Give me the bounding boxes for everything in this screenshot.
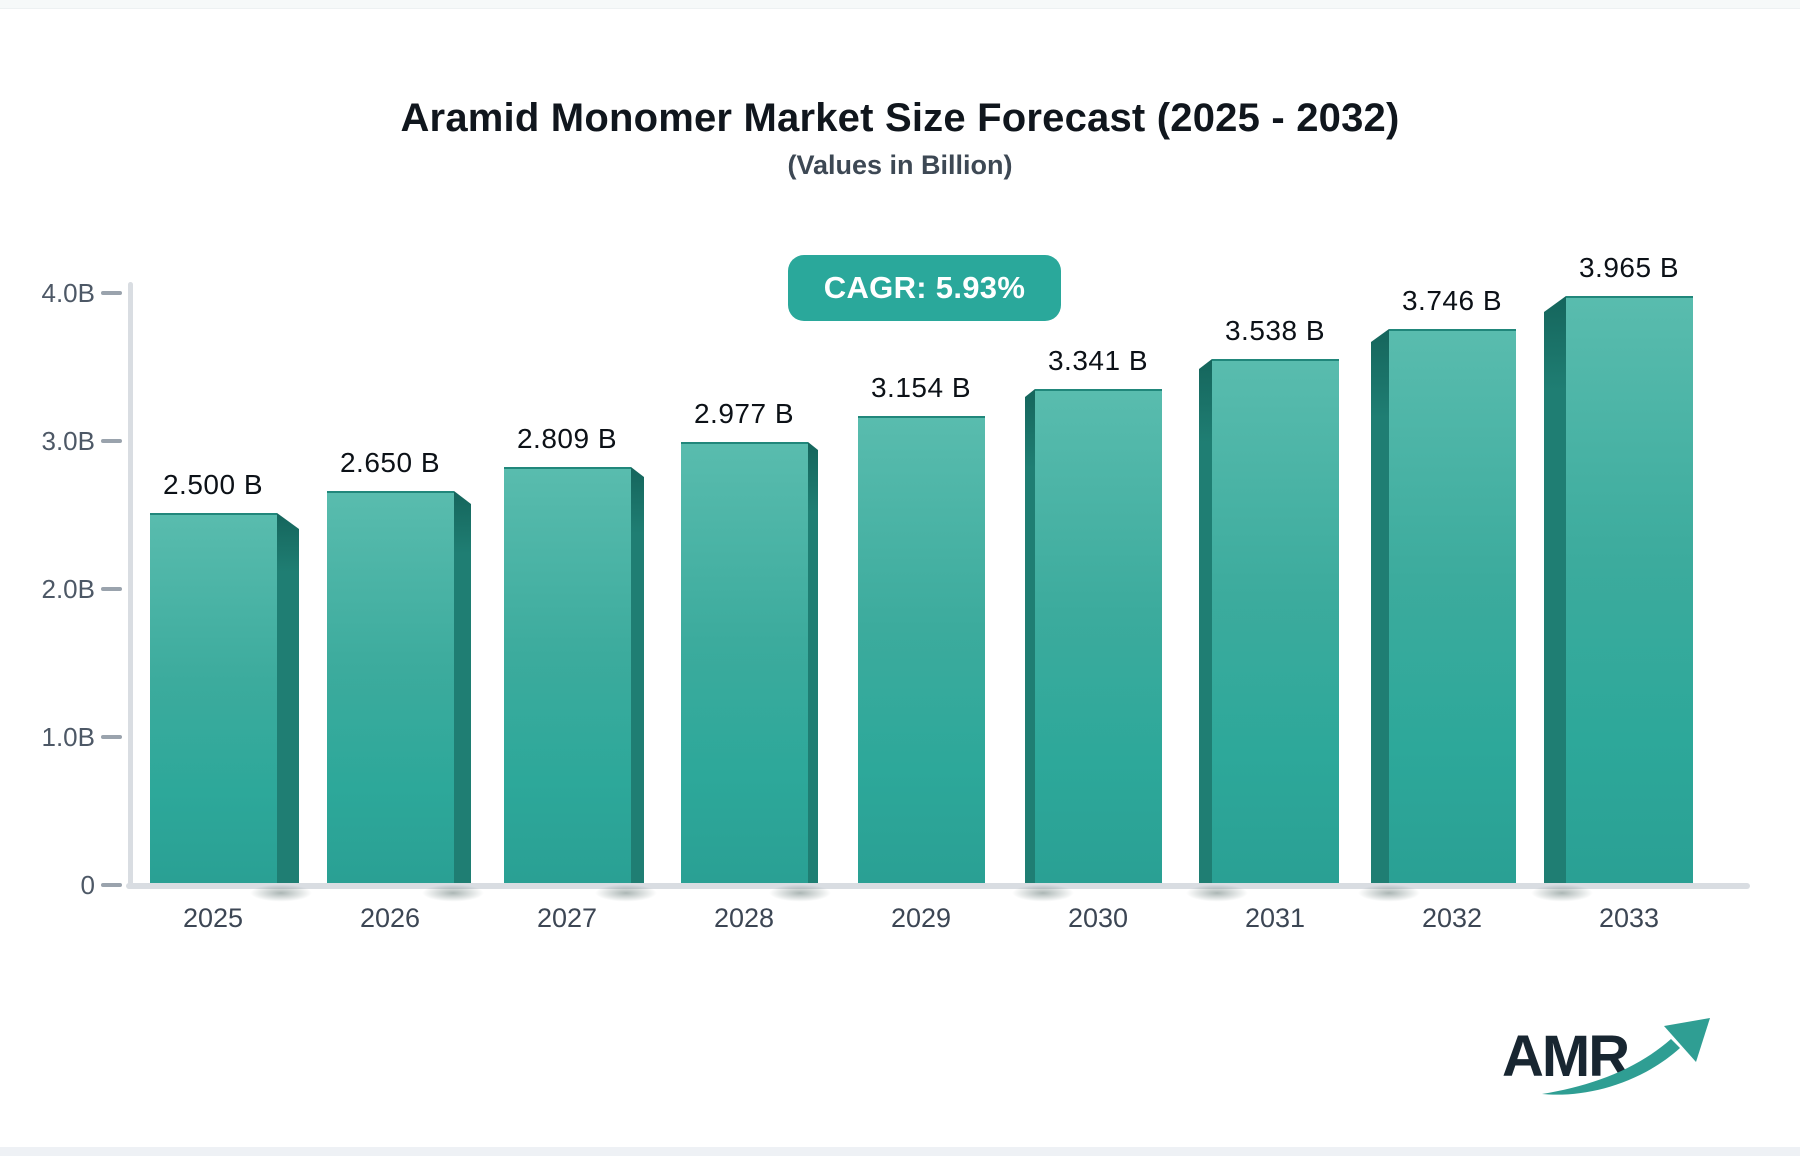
x-axis-label: 2031 [1244,903,1306,933]
y-axis-tick [101,883,122,887]
bar-side-face [454,491,471,883]
bar [150,513,277,883]
bar [858,416,985,883]
growth-arrow-icon [1542,1018,1710,1095]
bar-value-label: 3.538 B [1224,315,1326,346]
bar [327,491,454,883]
x-axis-label: 2030 [1067,903,1129,933]
bar-value-label: 3.154 B [870,372,972,403]
x-axis-label: 2025 [182,903,244,933]
bar-shadow [1357,884,1421,902]
y-axis-label: 3.0B [41,426,96,456]
y-axis-tick [101,735,122,739]
bar-value-label: 3.341 B [1047,345,1149,376]
y-axis-label: 0 [80,870,95,900]
bar-shadow [421,884,485,902]
cagr-badge: CAGR: 5.93% [788,255,1061,321]
bar-side-face [631,467,644,883]
bottom-edge-strip [0,1147,1800,1156]
x-axis-label: 2027 [536,903,598,933]
x-axis-label: 2029 [890,903,952,933]
bar-value-label: 2.650 B [339,447,441,478]
bar-shadow [249,884,313,902]
bar-side-face [1025,389,1035,883]
y-axis-label: 4.0B [41,278,96,308]
bar-side-face [277,513,299,883]
bar [1389,329,1516,883]
x-axis-line [126,883,1750,889]
amr-logo: AMR [1502,1012,1712,1104]
bar-shadow [1011,884,1075,902]
y-axis-label: 2.0B [41,574,96,604]
bar-shadow [1530,884,1594,902]
chart-subtitle: (Values in Billion) [787,150,1013,180]
y-axis-tick [101,587,122,591]
bar [1212,359,1339,883]
bar-value-label: 3.965 B [1578,252,1680,283]
bar [504,467,631,883]
bar-value-label: 3.746 B [1401,285,1503,316]
y-axis-tick [101,439,122,443]
chart-title: Aramid Monomer Market Size Forecast (202… [400,96,1400,140]
bar [1035,389,1162,883]
x-axis-label: 2028 [713,903,775,933]
bar-value-label: 2.500 B [162,469,264,500]
bar-shadow [1185,884,1249,902]
y-axis-tick [101,291,122,295]
bar-value-label: 2.809 B [516,423,618,454]
bar-side-face [1544,296,1566,883]
bar-shadow [768,884,832,902]
y-axis-label: 1.0B [41,722,96,752]
bar [1566,296,1693,883]
x-axis-label: 2033 [1598,903,1660,933]
top-edge-strip [0,0,1800,9]
bar-side-face [1199,359,1212,883]
bar-side-face [808,442,818,883]
bar-shadow [594,884,658,902]
bar-value-label: 2.977 B [693,398,795,429]
x-axis-label: 2026 [359,903,421,933]
bar-side-face [1371,329,1389,883]
bar [681,442,808,883]
x-axis-label: 2032 [1421,903,1483,933]
y-axis-line [128,282,133,889]
